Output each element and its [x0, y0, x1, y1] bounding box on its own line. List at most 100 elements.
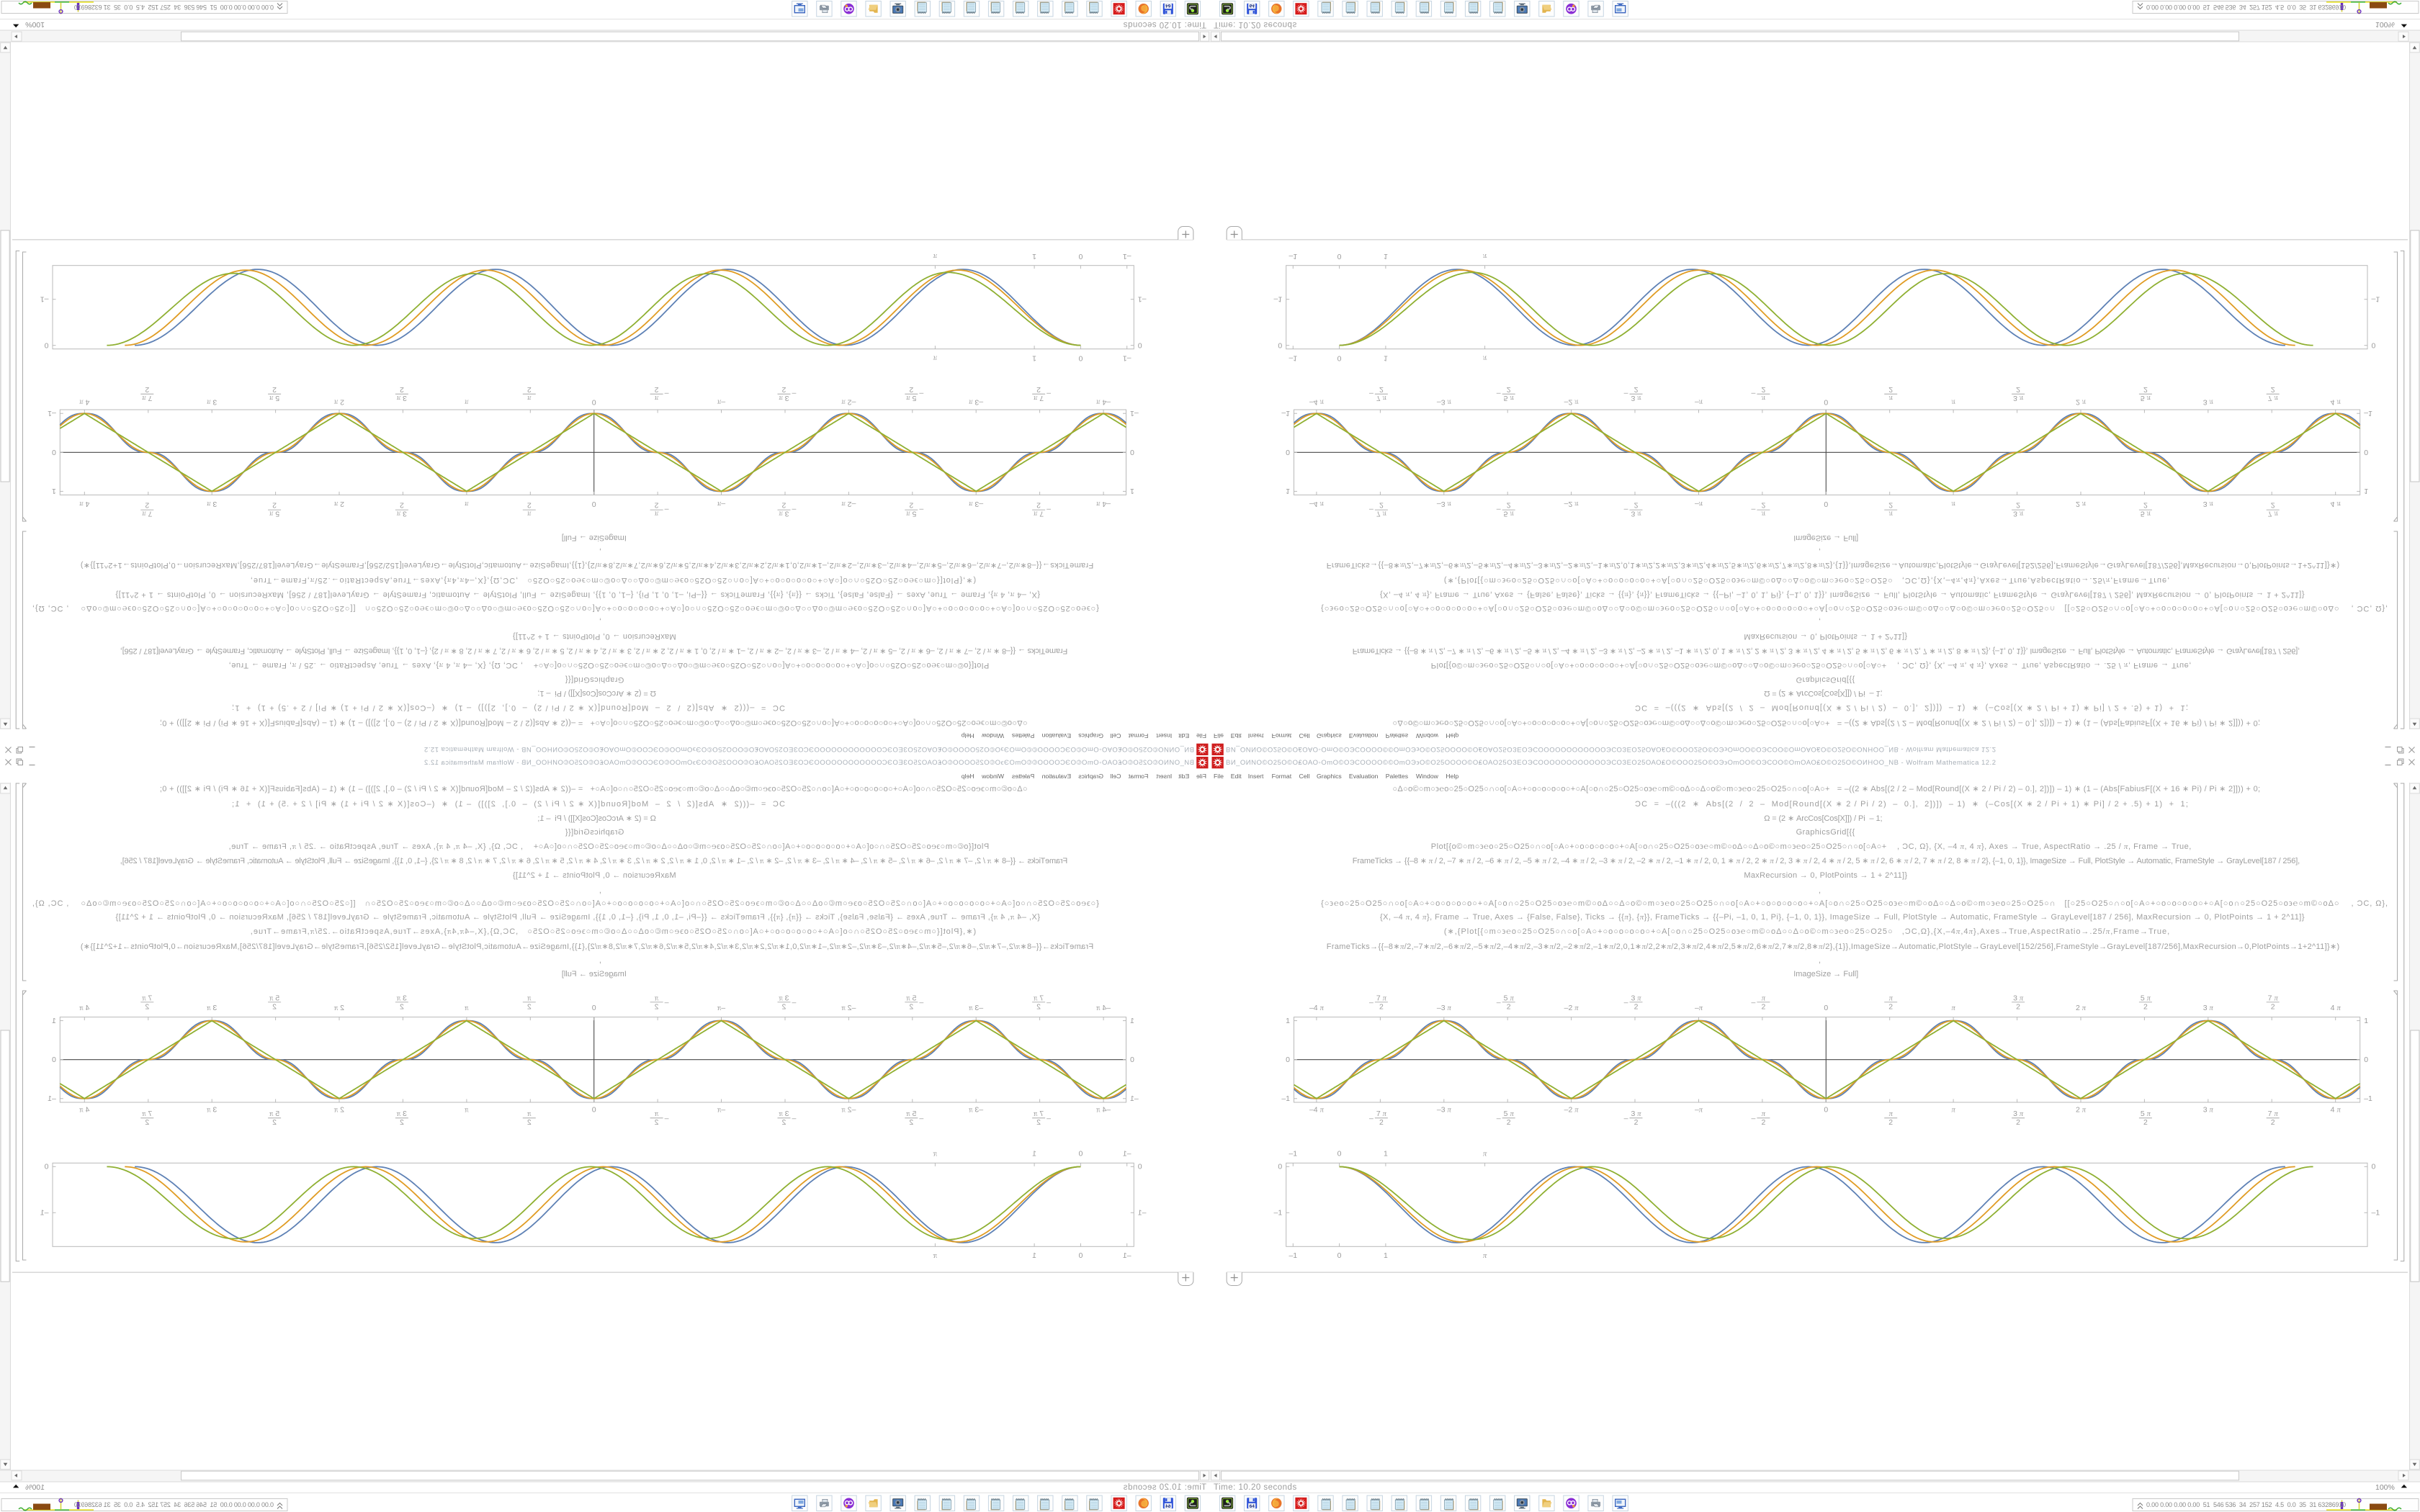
- svg-text:3 π: 3 π: [1631, 510, 1641, 518]
- svg-text:π: π: [1951, 398, 1955, 406]
- svg-text:π: π: [1762, 994, 1766, 1002]
- svg-text:2: 2: [655, 1002, 659, 1011]
- svg-text:2: 2: [2016, 1002, 2020, 1011]
- svg-text:3 π: 3 π: [2013, 510, 2024, 518]
- svg-text:π: π: [465, 1004, 469, 1012]
- svg-text:–π: –π: [1695, 500, 1703, 508]
- svg-text:π: π: [933, 354, 937, 362]
- svg-text:–1: –1: [2372, 1208, 2380, 1217]
- svg-text:–1: –1: [1123, 1149, 1131, 1158]
- svg-text:3 π: 3 π: [1631, 1110, 1641, 1118]
- svg-text:0: 0: [2364, 448, 2368, 456]
- svg-text:5 π: 5 π: [2141, 1110, 2151, 1118]
- svg-text:64: 64: [1250, 3, 1255, 8]
- svg-text:1: 1: [2364, 487, 2368, 495]
- svg-text:0: 0: [592, 1004, 596, 1012]
- svg-text:3 π: 3 π: [396, 394, 407, 402]
- svg-text:–3 π: –3 π: [1437, 398, 1452, 407]
- svg-text:π: π: [526, 510, 531, 518]
- svg-text:–: –: [1751, 998, 1755, 1007]
- svg-text:–: –: [1369, 505, 1373, 514]
- svg-text:–1: –1: [1123, 1251, 1131, 1260]
- svg-text:2: 2: [2016, 501, 2020, 510]
- svg-text:–1: –1: [2364, 409, 2372, 418]
- svg-text:4 π: 4 π: [79, 1004, 90, 1012]
- svg-text:2: 2: [527, 501, 532, 510]
- svg-text:2: 2: [2271, 1002, 2275, 1011]
- svg-text:64: 64: [1250, 1504, 1255, 1509]
- svg-text:5 π: 5 π: [906, 1110, 917, 1118]
- svg-text:1: 1: [1384, 1251, 1388, 1260]
- svg-text:2: 2: [527, 1118, 532, 1127]
- svg-text:2: 2: [1036, 1002, 1041, 1011]
- svg-text:0: 0: [1078, 252, 1083, 261]
- svg-text:2: 2: [272, 385, 277, 394]
- svg-text:2: 2: [2143, 501, 2148, 510]
- svg-text:3 π: 3 π: [779, 394, 789, 402]
- svg-text:7 π: 7 π: [142, 994, 153, 1002]
- svg-text:–: –: [1751, 390, 1755, 398]
- svg-text:3 π: 3 π: [2203, 398, 2214, 407]
- svg-text:π: π: [933, 1252, 937, 1260]
- svg-text:0: 0: [1278, 1162, 1282, 1171]
- svg-text:1: 1: [1384, 252, 1388, 261]
- svg-text:–: –: [1047, 1114, 1051, 1122]
- svg-text:–2 π: –2 π: [1564, 500, 1579, 508]
- svg-text:1: 1: [1032, 252, 1036, 261]
- svg-text:0: 0: [1278, 341, 1282, 350]
- svg-text:–1: –1: [1130, 409, 1139, 418]
- svg-text:0: 0: [592, 1106, 596, 1115]
- svg-text:5 π: 5 π: [269, 994, 279, 1002]
- svg-text:π: π: [1483, 354, 1487, 362]
- svg-text:0: 0: [1078, 1251, 1083, 1260]
- svg-text:–: –: [1497, 1114, 1501, 1122]
- svg-text:2: 2: [781, 501, 786, 510]
- svg-text:π: π: [526, 994, 531, 1002]
- svg-text:–: –: [665, 390, 669, 398]
- svg-text:3 π: 3 π: [2203, 1106, 2214, 1115]
- svg-text:0: 0: [1337, 1251, 1342, 1260]
- svg-text:2: 2: [145, 1118, 149, 1127]
- svg-text:π: π: [1889, 994, 1894, 1002]
- svg-text:1: 1: [1032, 1149, 1036, 1158]
- svg-text:–1: –1: [1138, 1208, 1147, 1217]
- svg-text:7 π: 7 π: [1033, 1110, 1044, 1118]
- svg-text:2 π: 2 π: [2076, 500, 2087, 508]
- svg-text:π: π: [933, 1150, 937, 1158]
- svg-text:3 π: 3 π: [2013, 994, 2024, 1002]
- svg-text:–1: –1: [2364, 1094, 2372, 1103]
- svg-text:7 π: 7 π: [2268, 510, 2279, 518]
- svg-text:2: 2: [527, 1002, 532, 1011]
- svg-text:–1: –1: [40, 295, 49, 304]
- svg-text:7 π: 7 π: [2268, 994, 2279, 1002]
- svg-text:0: 0: [45, 341, 49, 350]
- svg-text:–1: –1: [1289, 1251, 1297, 1260]
- svg-text:7 π: 7 π: [1376, 394, 1387, 402]
- svg-text:3 π: 3 π: [206, 1106, 217, 1115]
- svg-text:4 π: 4 π: [2331, 500, 2341, 508]
- svg-text:–2 π: –2 π: [841, 398, 856, 407]
- svg-text:1: 1: [2364, 1017, 2368, 1025]
- svg-text:–π: –π: [717, 1004, 725, 1012]
- svg-text:2: 2: [1634, 501, 1639, 510]
- svg-text:0: 0: [52, 1056, 56, 1064]
- svg-text:2: 2: [1379, 501, 1384, 510]
- svg-text:–: –: [1624, 998, 1628, 1007]
- svg-text:7 π: 7 π: [1376, 510, 1387, 518]
- svg-text:–2 π: –2 π: [1564, 1106, 1579, 1115]
- svg-text:3 π: 3 π: [2013, 394, 2024, 402]
- svg-text:1: 1: [52, 1017, 56, 1025]
- svg-text:3 π: 3 π: [396, 510, 407, 518]
- svg-text:–: –: [919, 390, 923, 398]
- svg-text:7 π: 7 π: [1376, 1110, 1387, 1118]
- svg-text:2: 2: [909, 501, 913, 510]
- svg-text:–: –: [1047, 998, 1051, 1007]
- svg-text:2: 2: [2143, 1002, 2148, 1011]
- svg-text:2: 2: [1507, 385, 1511, 394]
- svg-text:4 π: 4 π: [2331, 1106, 2341, 1115]
- svg-text:2: 2: [1634, 1118, 1639, 1127]
- svg-text:3 π: 3 π: [2203, 500, 2214, 508]
- svg-text:π: π: [654, 510, 658, 518]
- svg-text:–: –: [1624, 390, 1628, 398]
- svg-text:–2 π: –2 π: [841, 500, 856, 508]
